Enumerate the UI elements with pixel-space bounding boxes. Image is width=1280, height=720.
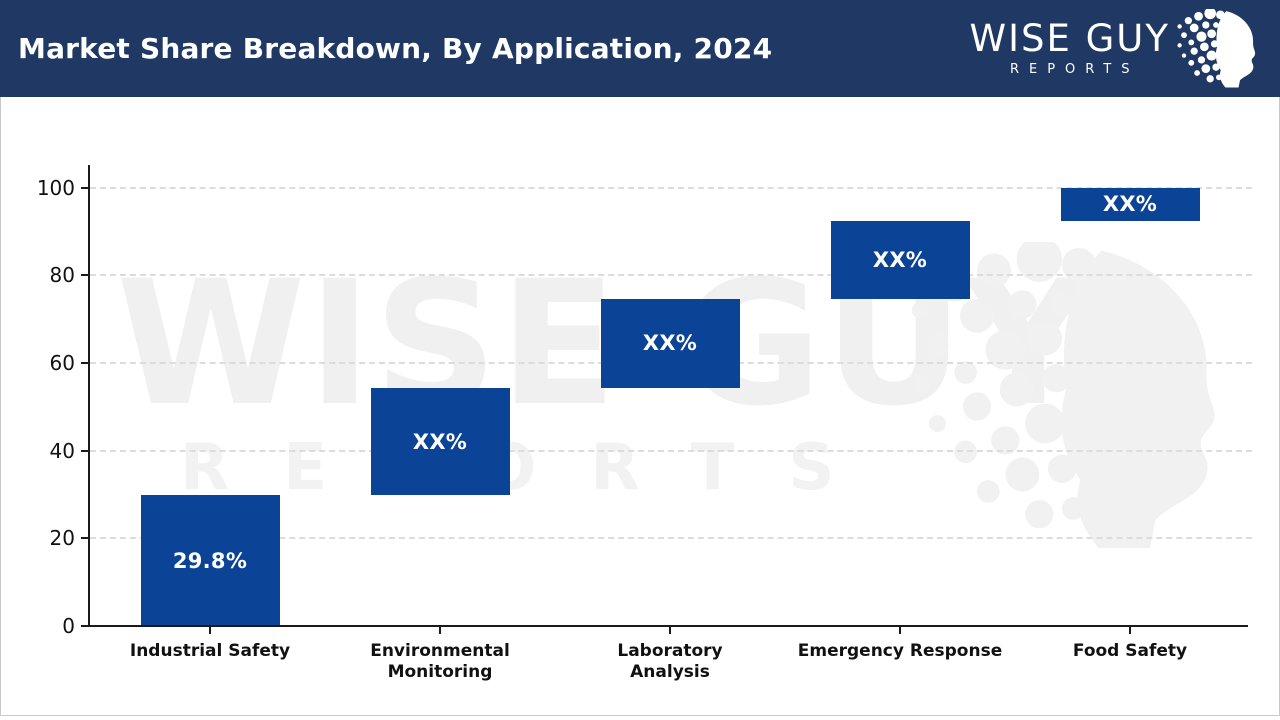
bar-environmental-monitoring: XX% (370, 387, 510, 496)
bar-value-label-laboratory-analysis: XX% (642, 331, 698, 356)
y-tick-100 (81, 186, 88, 189)
wise-guy-face-icon (1172, 9, 1260, 89)
category-label-line: Monitoring (387, 662, 493, 682)
logo-primary-text: WISE GUY (969, 17, 1170, 60)
wise-guy-logo: WISE GUY REPORTS (970, 9, 1260, 89)
x-tick-industrial-safety (209, 627, 211, 634)
category-label-line: Analysis (630, 662, 710, 682)
chart-title: Market Share Breakdown, By Application, … (18, 32, 773, 65)
gridline-100 (90, 186, 1252, 189)
bar-laboratory-analysis: XX% (600, 298, 740, 388)
bar-emergency-response: XX% (830, 221, 970, 299)
y-tick-label-20: 20 (49, 526, 75, 551)
y-tick-label-100: 100 (36, 175, 75, 200)
category-label-line: Laboratory (617, 641, 723, 661)
y-tick-label-60: 60 (49, 350, 75, 375)
category-label-industrial-safety: Industrial Safety (105, 641, 315, 662)
y-tick-60 (81, 361, 88, 364)
x-axis-line (84, 625, 1248, 627)
category-label-emergency-response: Emergency Response (795, 641, 1005, 662)
category-label-line: Industrial Safety (129, 641, 291, 661)
gridline-80 (90, 274, 1252, 277)
category-label-line: Environmental (370, 641, 510, 661)
category-label-laboratory-analysis: Laboratory Analysis (565, 641, 775, 683)
bar-industrial-safety: 29.8% (140, 495, 280, 626)
wise-guy-wordmark: WISE GUY REPORTS (970, 20, 1170, 77)
gridline-40 (90, 449, 1252, 452)
bar-value-label-emergency-response: XX% (872, 248, 928, 273)
y-tick-label-0: 0 (62, 614, 75, 638)
y-tick-0 (81, 625, 88, 627)
y-tick-80 (81, 274, 88, 277)
y-tick-label-80: 80 (49, 263, 75, 288)
y-tick-20 (81, 537, 88, 540)
x-tick-food-safety (1129, 627, 1131, 634)
category-label-line: Emergency Response (797, 641, 1003, 661)
header-band: Market Share Breakdown, By Application, … (0, 0, 1280, 97)
x-tick-environmental-monitoring (439, 627, 441, 634)
category-label-line: Food Safety (1072, 641, 1188, 661)
y-tick-40 (81, 449, 88, 452)
y-axis-line (88, 165, 90, 627)
x-tick-laboratory-analysis (669, 627, 671, 634)
category-label-environmental-monitoring: Environmental Monitoring (335, 641, 545, 683)
gridline-20 (90, 537, 1252, 540)
bar-value-label-food-safety: XX% (1102, 192, 1158, 217)
logo-secondary-text: REPORTS (1009, 62, 1140, 77)
y-tick-label-40: 40 (49, 438, 75, 463)
x-tick-emergency-response (899, 627, 901, 634)
category-label-food-safety: Food Safety (1025, 641, 1235, 662)
bar-value-label-industrial-safety: 29.8% (172, 548, 248, 573)
bar-value-label-environmental-monitoring: XX% (412, 429, 468, 454)
bar-food-safety: XX% (1060, 187, 1200, 222)
